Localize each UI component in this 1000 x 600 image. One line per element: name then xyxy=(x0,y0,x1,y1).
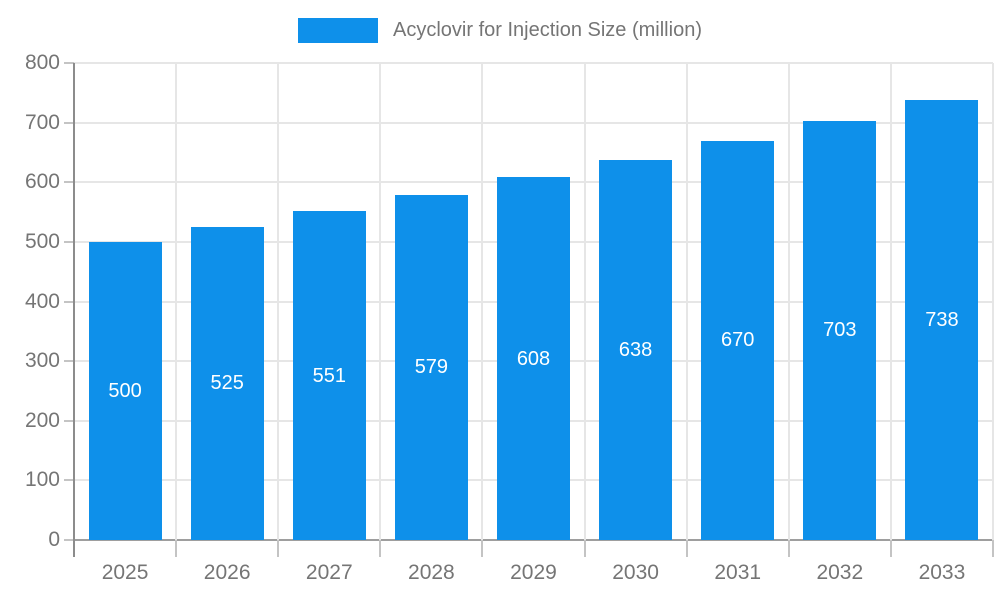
x-axis-baseline xyxy=(74,539,993,541)
x-axis-tick-label: 2029 xyxy=(510,561,557,584)
x-tick-mark xyxy=(685,540,688,557)
gridline-vertical xyxy=(583,63,586,540)
x-tick-mark xyxy=(583,540,586,557)
bar-2025 xyxy=(88,241,162,540)
y-axis-tick-label: 100 xyxy=(24,468,60,492)
x-axis-tick-label: 2031 xyxy=(714,561,762,584)
x-tick-mark xyxy=(787,540,790,557)
bar-2032 xyxy=(803,120,877,540)
x-axis-tick-label: 2027 xyxy=(305,561,353,584)
gridline-vertical xyxy=(175,63,178,540)
bar-value-label: 638 xyxy=(618,338,653,361)
bar-2027 xyxy=(292,211,366,540)
x-axis-tick-label: 2025 xyxy=(101,561,149,584)
bar-value-label: 703 xyxy=(823,319,857,342)
x-axis-tick-label: 2030 xyxy=(612,561,659,584)
gridline-vertical xyxy=(889,63,892,540)
gridline-horizontal xyxy=(74,121,993,124)
x-tick-mark xyxy=(481,540,484,557)
y-axis-tick-label: 0 xyxy=(48,528,60,551)
x-tick-mark xyxy=(379,540,382,557)
x-axis-tick-label: 2032 xyxy=(816,561,864,584)
legend: Acyclovir for Injection Size (million) xyxy=(0,18,1000,43)
gridline-vertical xyxy=(992,63,994,540)
gridline-vertical xyxy=(787,63,790,540)
y-tick-mark xyxy=(64,240,74,243)
y-axis-tick-label: 200 xyxy=(24,408,60,432)
bar-value-label: 551 xyxy=(312,364,346,387)
bar-value-label: 525 xyxy=(210,372,244,395)
y-tick-mark xyxy=(64,360,74,363)
y-axis-tick-label: 700 xyxy=(24,110,60,134)
y-tick-mark xyxy=(64,121,74,124)
x-tick-mark xyxy=(277,540,280,557)
y-axis-tick-label: 300 xyxy=(24,349,60,373)
bar-value-label: 579 xyxy=(414,356,449,379)
bar-value-label: 608 xyxy=(516,347,551,370)
bar-2028 xyxy=(394,194,468,540)
gridline-vertical xyxy=(379,63,382,540)
y-tick-mark xyxy=(64,300,74,303)
x-tick-mark xyxy=(175,540,178,557)
gridline-horizontal xyxy=(74,62,993,64)
y-tick-mark xyxy=(64,539,74,541)
x-axis-tick-label: 2028 xyxy=(408,561,455,584)
bar-value-label: 738 xyxy=(925,308,959,331)
bar-2031 xyxy=(701,140,775,540)
y-axis-tick-label: 800 xyxy=(24,51,60,74)
legend-swatch xyxy=(298,18,378,43)
x-tick-mark xyxy=(889,540,892,557)
y-axis-tick-label: 600 xyxy=(24,170,60,194)
bar-value-label: 670 xyxy=(721,329,755,352)
gridline-vertical xyxy=(481,63,484,540)
bar-2030 xyxy=(599,159,673,540)
y-tick-mark xyxy=(64,62,74,64)
y-axis-line xyxy=(73,63,75,557)
y-axis-tick-label: 500 xyxy=(24,229,60,253)
bar-2029 xyxy=(497,177,570,540)
bar-2033 xyxy=(905,99,979,540)
bar-value-label: 500 xyxy=(108,379,142,402)
bar-2026 xyxy=(190,226,264,540)
y-tick-mark xyxy=(64,419,74,422)
y-tick-mark xyxy=(64,479,74,482)
legend-label: Acyclovir for Injection Size (million) xyxy=(393,19,702,41)
y-tick-mark xyxy=(64,181,74,184)
x-tick-mark xyxy=(992,540,994,557)
y-axis-tick-label: 400 xyxy=(24,289,60,313)
x-axis-tick-label: 2026 xyxy=(203,561,251,584)
x-axis-tick-label: 2033 xyxy=(918,561,966,584)
gridline-vertical xyxy=(277,63,280,540)
gridline-vertical xyxy=(685,63,688,540)
